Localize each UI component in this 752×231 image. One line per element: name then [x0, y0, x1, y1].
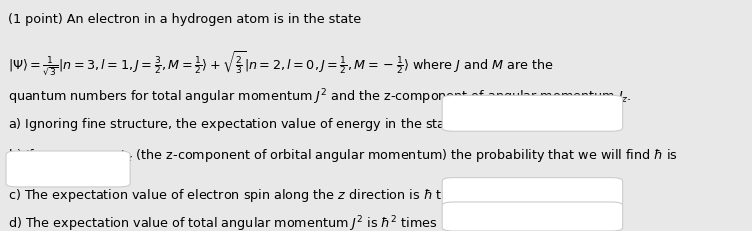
Text: a) Ignoring fine structure, the expectation value of energy in the state is $-13: a) Ignoring fine structure, the expectat… [8, 116, 572, 132]
Text: (1 point) An electron in a hydrogen atom is in the state: (1 point) An electron in a hydrogen atom… [8, 13, 361, 26]
Text: $|\Psi\rangle = \frac{1}{\sqrt{3}}|n=3, l=1, J=\frac{3}{2}, M=\frac{1}{2}\rangle: $|\Psi\rangle = \frac{1}{\sqrt{3}}|n=3, … [8, 50, 553, 78]
FancyBboxPatch shape [6, 151, 130, 187]
Text: c) The expectation value of electron spin along the $z$ direction is $\hbar$ tim: c) The expectation value of electron spi… [8, 186, 472, 203]
Text: quantum numbers for total angular momentum $J^2$ and the z-component of angular : quantum numbers for total angular moment… [8, 87, 631, 106]
Text: d) The expectation value of total angular momentum $J^2$ is $\hbar^2$ times: d) The expectation value of total angula… [8, 214, 437, 231]
FancyBboxPatch shape [442, 178, 623, 207]
Text: b) If we measure $L_z$ (the z-component of orbital angular momentum) the probabi: b) If we measure $L_z$ (the z-component … [8, 147, 678, 164]
FancyBboxPatch shape [442, 202, 623, 231]
FancyBboxPatch shape [442, 96, 623, 132]
